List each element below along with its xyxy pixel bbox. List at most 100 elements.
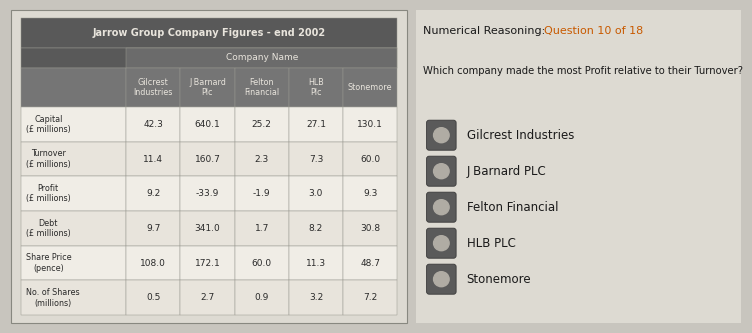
Text: 7.2: 7.2 <box>363 293 378 302</box>
Text: 108.0: 108.0 <box>141 259 166 268</box>
Bar <box>289 176 343 211</box>
Text: 7.3: 7.3 <box>309 155 323 164</box>
Bar <box>21 18 397 48</box>
Bar <box>289 246 343 280</box>
Text: -1.9: -1.9 <box>253 189 271 198</box>
Circle shape <box>434 164 449 179</box>
Text: 3.0: 3.0 <box>309 189 323 198</box>
Text: 3.2: 3.2 <box>309 293 323 302</box>
Bar <box>343 246 397 280</box>
Bar <box>180 211 235 246</box>
Bar <box>126 280 180 315</box>
Text: 130.1: 130.1 <box>357 120 383 129</box>
Text: 2.7: 2.7 <box>200 293 214 302</box>
Text: 640.1: 640.1 <box>195 120 220 129</box>
Text: 11.3: 11.3 <box>306 259 326 268</box>
Bar <box>21 211 126 246</box>
Text: Jarrow Group Company Figures - end 2002: Jarrow Group Company Figures - end 2002 <box>92 28 326 38</box>
Bar <box>289 142 343 176</box>
Text: HLB PLC: HLB PLC <box>466 237 515 250</box>
Text: Company Name: Company Name <box>226 53 298 62</box>
Text: Turnover
(£ millions): Turnover (£ millions) <box>26 150 71 169</box>
Text: Capital
(£ millions): Capital (£ millions) <box>26 115 71 134</box>
Text: 8.2: 8.2 <box>309 224 323 233</box>
Text: Stonemore: Stonemore <box>466 273 531 286</box>
Text: 9.3: 9.3 <box>363 189 378 198</box>
Bar <box>289 280 343 315</box>
Text: 60.0: 60.0 <box>360 155 381 164</box>
Bar <box>21 142 126 176</box>
Text: No. of Shares
(millions): No. of Shares (millions) <box>26 288 80 308</box>
Bar <box>343 107 397 142</box>
Text: Felton Financial: Felton Financial <box>466 201 558 214</box>
Text: Gilcrest Industries: Gilcrest Industries <box>466 129 574 142</box>
FancyBboxPatch shape <box>426 192 456 222</box>
Text: 9.2: 9.2 <box>146 189 160 198</box>
Bar <box>235 107 289 142</box>
Bar <box>235 68 289 107</box>
Text: Gilcrest
Industries: Gilcrest Industries <box>134 78 173 97</box>
Text: 0.9: 0.9 <box>254 293 269 302</box>
Bar <box>180 107 235 142</box>
Bar <box>21 176 126 211</box>
Text: J Barnard
Plc: J Barnard Plc <box>189 78 226 97</box>
Bar <box>21 68 126 107</box>
Bar <box>343 68 397 107</box>
Circle shape <box>434 236 449 251</box>
FancyBboxPatch shape <box>426 264 456 294</box>
Bar <box>343 142 397 176</box>
Bar <box>235 246 289 280</box>
Bar <box>235 142 289 176</box>
Bar <box>180 280 235 315</box>
Bar <box>343 211 397 246</box>
Text: Which company made the most Profit relative to their Turnover?: Which company made the most Profit relat… <box>423 66 743 76</box>
Text: 27.1: 27.1 <box>306 120 326 129</box>
FancyBboxPatch shape <box>426 228 456 258</box>
Bar <box>180 142 235 176</box>
FancyBboxPatch shape <box>426 156 456 186</box>
Text: 9.7: 9.7 <box>146 224 160 233</box>
Bar <box>126 246 180 280</box>
Bar <box>180 246 235 280</box>
Text: 172.1: 172.1 <box>195 259 220 268</box>
Bar <box>235 211 289 246</box>
Text: 25.2: 25.2 <box>252 120 271 129</box>
Bar <box>21 280 126 315</box>
Bar <box>126 211 180 246</box>
Text: 11.4: 11.4 <box>143 155 163 164</box>
Text: 160.7: 160.7 <box>195 155 220 164</box>
Text: 1.7: 1.7 <box>254 224 269 233</box>
Circle shape <box>434 200 449 215</box>
Bar <box>235 280 289 315</box>
Bar <box>289 211 343 246</box>
Text: 0.5: 0.5 <box>146 293 160 302</box>
Circle shape <box>434 128 449 143</box>
Text: HLB
Plc: HLB Plc <box>308 78 324 97</box>
Text: Stonemore: Stonemore <box>348 83 393 92</box>
Bar <box>21 107 126 142</box>
Text: 60.0: 60.0 <box>252 259 271 268</box>
Text: J Barnard PLC: J Barnard PLC <box>466 165 546 178</box>
Bar <box>289 107 343 142</box>
Bar <box>21 246 126 280</box>
Bar <box>343 176 397 211</box>
Text: 30.8: 30.8 <box>360 224 381 233</box>
Bar <box>126 68 180 107</box>
FancyBboxPatch shape <box>426 120 456 150</box>
Text: Numerical Reasoning:: Numerical Reasoning: <box>423 26 548 36</box>
Text: Question 10 of 18: Question 10 of 18 <box>544 26 644 36</box>
Bar <box>180 176 235 211</box>
Text: Debt
(£ millions): Debt (£ millions) <box>26 219 71 238</box>
Text: -33.9: -33.9 <box>196 189 219 198</box>
Text: Profit
(£ millions): Profit (£ millions) <box>26 184 71 203</box>
Text: 2.3: 2.3 <box>255 155 268 164</box>
Bar <box>126 107 180 142</box>
Text: 48.7: 48.7 <box>360 259 381 268</box>
Bar <box>126 48 397 68</box>
Bar <box>343 280 397 315</box>
Text: 341.0: 341.0 <box>195 224 220 233</box>
Text: 42.3: 42.3 <box>144 120 163 129</box>
Bar <box>180 68 235 107</box>
Text: Share Price
(pence): Share Price (pence) <box>26 253 71 273</box>
Bar <box>235 176 289 211</box>
